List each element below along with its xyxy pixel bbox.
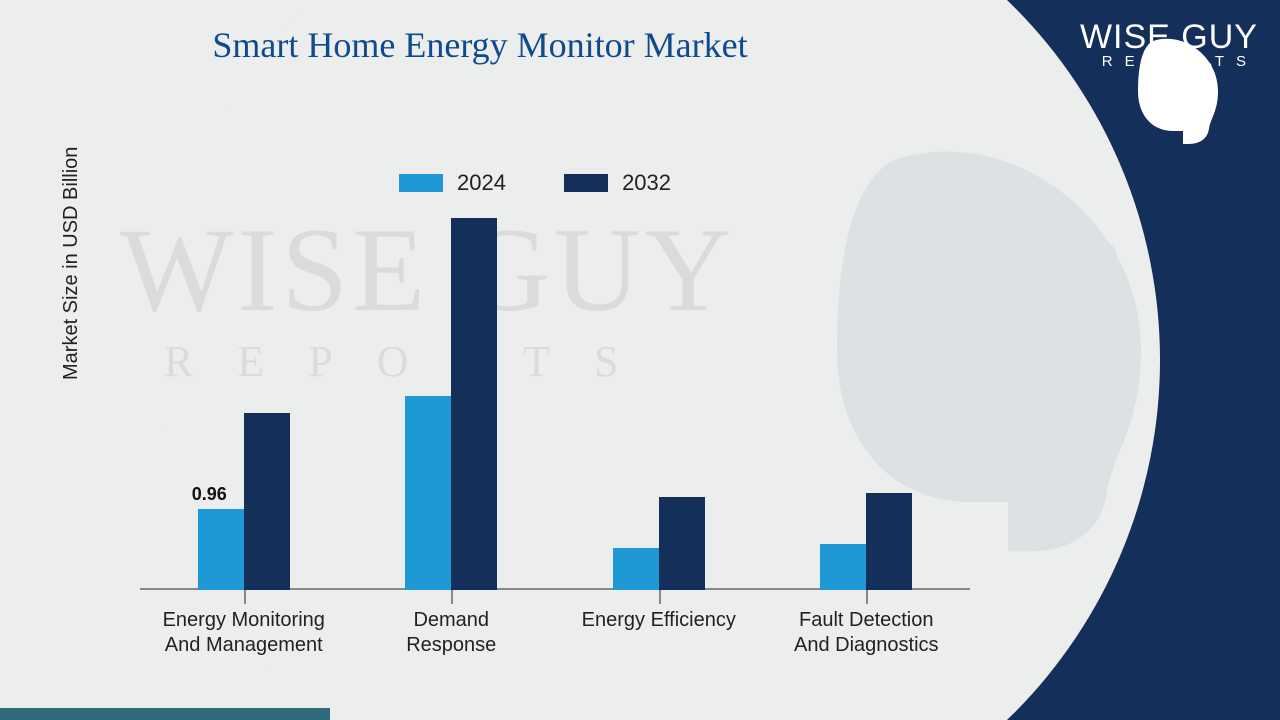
y-axis-label: Market Size in USD Billion <box>60 147 83 380</box>
head-icon <box>1108 36 1238 146</box>
legend: 2024 2032 <box>100 170 970 198</box>
category-label: Demand Response <box>366 608 536 658</box>
bar-group: Energy Monitoring And Management0.96 <box>140 210 348 590</box>
bar <box>820 544 866 590</box>
canvas: WISE GUY REPORTS Smart Home Energy Monit… <box>0 0 1280 720</box>
category-label: Energy Efficiency <box>574 608 744 633</box>
bar <box>198 509 244 590</box>
category-label: Fault Detection And Diagnostics <box>781 608 951 658</box>
x-tick <box>244 590 246 604</box>
bar <box>451 218 497 590</box>
bar <box>659 497 705 590</box>
bar <box>405 396 451 590</box>
plot-area: Energy Monitoring And Management0.96Dema… <box>140 210 970 590</box>
chart-title: Smart Home Energy Monitor Market <box>0 24 960 66</box>
bar-pair <box>613 497 705 590</box>
bar-chart: Market Size in USD Billion 2024 2032 Ene… <box>100 180 970 710</box>
bar-pair <box>405 218 497 590</box>
x-tick <box>866 590 868 604</box>
legend-swatch-2024 <box>399 174 443 192</box>
legend-label-2032: 2032 <box>622 170 671 196</box>
x-tick <box>659 590 661 604</box>
bar-group: Energy Efficiency <box>555 210 763 590</box>
bar <box>613 548 659 590</box>
bar <box>244 413 290 590</box>
legend-item-2024: 2024 <box>399 170 506 196</box>
bar-group: Demand Response <box>348 210 556 590</box>
bar <box>866 493 912 590</box>
legend-item-2032: 2032 <box>564 170 671 196</box>
bar-pair <box>820 493 912 590</box>
brand-logo: WISE GUY REPORTS <box>1080 18 1258 70</box>
legend-label-2024: 2024 <box>457 170 506 196</box>
category-label: Energy Monitoring And Management <box>159 608 329 658</box>
legend-swatch-2032 <box>564 174 608 192</box>
bar-groups: Energy Monitoring And Management0.96Dema… <box>140 210 970 590</box>
bar-value-label: 0.96 <box>192 484 227 505</box>
bar-group: Fault Detection And Diagnostics <box>763 210 971 590</box>
x-tick <box>451 590 453 604</box>
